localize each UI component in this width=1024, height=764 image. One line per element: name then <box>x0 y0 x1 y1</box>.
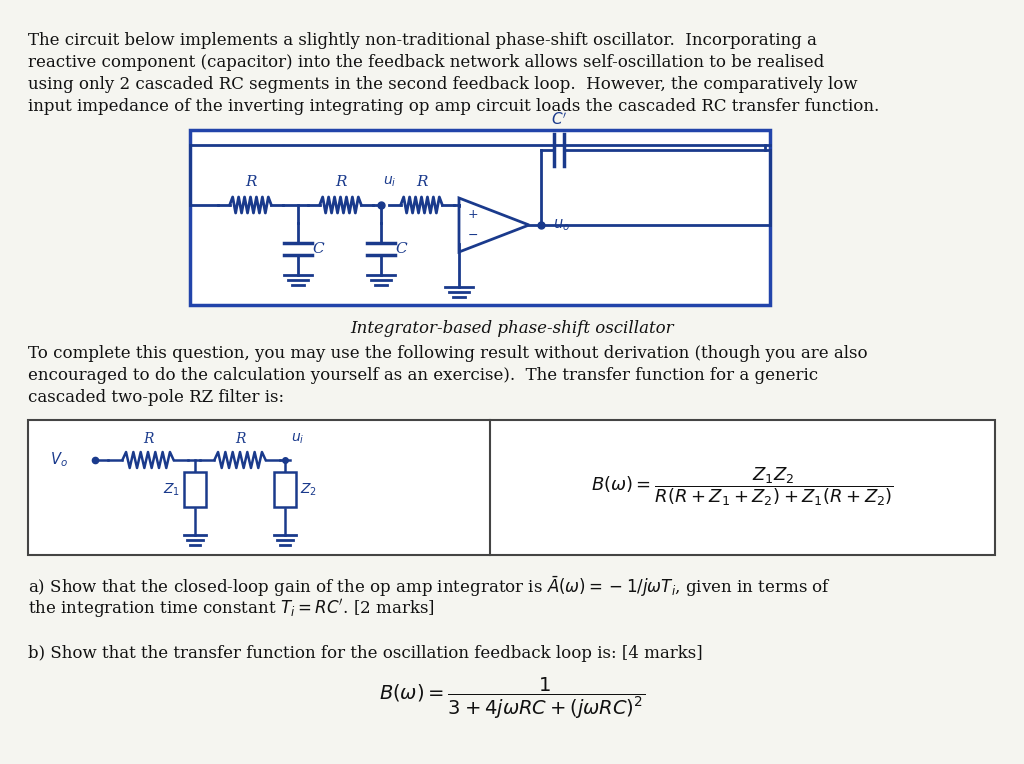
Bar <box>190 130 770 305</box>
Text: R: R <box>142 432 154 446</box>
Text: using only 2 cascaded RC segments in the second feedback loop.  However, the com: using only 2 cascaded RC segments in the… <box>28 76 858 93</box>
Text: $C'$: $C'$ <box>551 112 567 128</box>
Text: $Z_1$: $Z_1$ <box>163 481 180 497</box>
Text: +: + <box>468 209 478 222</box>
Text: $Z_2$: $Z_2$ <box>300 481 317 497</box>
Text: $B(\omega) = \dfrac{1}{3 + 4j\omega RC + (j\omega RC)^2}$: $B(\omega) = \dfrac{1}{3 + 4j\omega RC +… <box>379 675 645 720</box>
Text: C: C <box>395 242 407 256</box>
Text: R: R <box>234 432 246 446</box>
Text: $u_i$: $u_i$ <box>383 175 396 189</box>
Text: $u_o$: $u_o$ <box>553 217 570 233</box>
Text: Integrator-based phase-shift oscillator: Integrator-based phase-shift oscillator <box>350 320 674 337</box>
Text: C: C <box>312 242 324 256</box>
Text: input impedance of the inverting integrating op amp circuit loads the cascaded R: input impedance of the inverting integra… <box>28 98 880 115</box>
Text: To complete this question, you may use the following result without derivation (: To complete this question, you may use t… <box>28 345 867 362</box>
Bar <box>274 472 296 507</box>
Text: the integration time constant $T_i = RC'$. [2 marks]: the integration time constant $T_i = RC'… <box>28 597 435 620</box>
Text: encouraged to do the calculation yourself as an exercise).  The transfer functio: encouraged to do the calculation yoursel… <box>28 367 818 384</box>
Text: R: R <box>416 175 427 189</box>
Text: $B(\omega) = \dfrac{Z_1 Z_2}{R(R + Z_1 + Z_2) + Z_1(R + Z_2)}$: $B(\omega) = \dfrac{Z_1 Z_2}{R(R + Z_1 +… <box>591 466 894 508</box>
Text: $V_o$: $V_o$ <box>50 451 68 469</box>
Text: reactive component (capacitor) into the feedback network allows self-oscillation: reactive component (capacitor) into the … <box>28 54 824 71</box>
Text: −: − <box>468 228 478 241</box>
Bar <box>28 420 995 555</box>
Text: a) Show that the closed-loop gain of the op amp integrator is $\bar{A}(\omega) =: a) Show that the closed-loop gain of the… <box>28 575 831 600</box>
Text: The circuit below implements a slightly non-traditional phase-shift oscillator. : The circuit below implements a slightly … <box>28 32 817 49</box>
Text: $u_i$: $u_i$ <box>291 432 304 446</box>
Text: R: R <box>335 175 346 189</box>
Text: cascaded two-pole RZ filter is:: cascaded two-pole RZ filter is: <box>28 389 284 406</box>
Bar <box>184 472 206 507</box>
Text: b) Show that the transfer function for the oscillation feedback loop is: [4 mark: b) Show that the transfer function for t… <box>28 645 702 662</box>
Text: R: R <box>245 175 256 189</box>
